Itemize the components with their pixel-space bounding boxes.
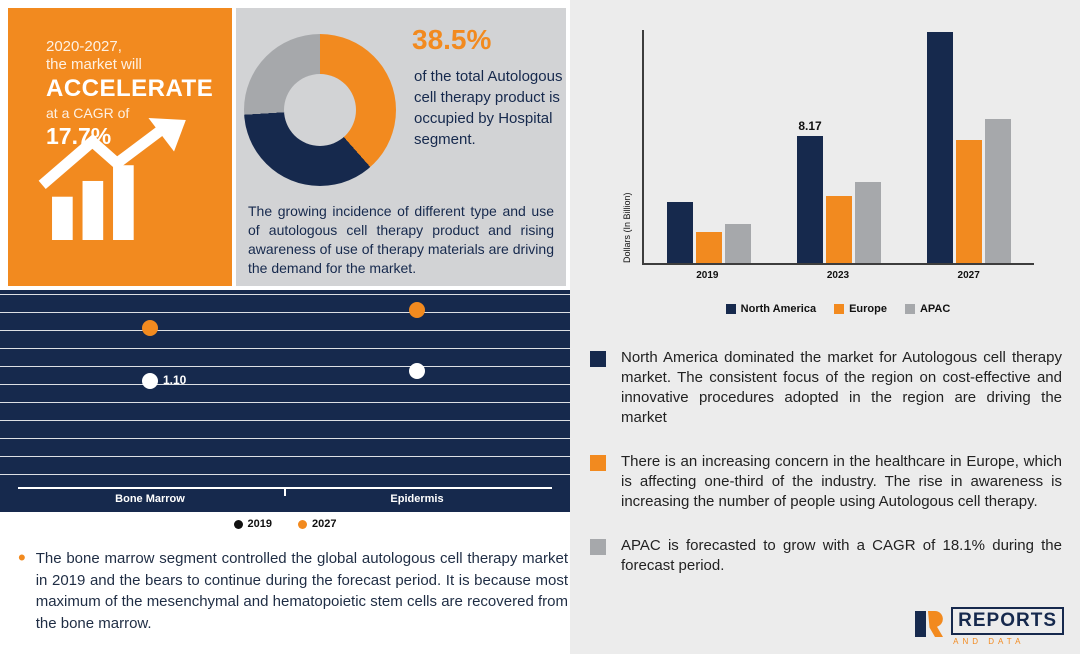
insight-apac: APAC is forecasted to grow with a CAGR o… <box>590 536 1062 576</box>
bar-apac-2019 <box>725 224 751 263</box>
category-epidermis: Epidermis <box>390 493 444 505</box>
insight-europe: There is an increasing concern in the he… <box>590 452 1062 512</box>
dot-2027-bone-marrow <box>142 319 158 336</box>
hospital-description: of the total Autologous cell therapy pro… <box>414 68 563 148</box>
reports-and-data-monogram-icon <box>913 609 944 644</box>
bar-legend-item-europe: Europe <box>834 303 887 315</box>
bar-group-2023: 8.17 <box>797 119 881 263</box>
reports-and-data-logo: REPORTS AND DATA <box>913 607 1064 646</box>
bar-apac-2023 <box>855 182 881 263</box>
logo-wordmark: REPORTS <box>951 607 1064 635</box>
insight-europe-text: There is an increasing concern in the he… <box>621 453 1062 510</box>
bar-group-2019 <box>667 202 751 263</box>
bone-marrow-note: • The bone marrow segment controlled the… <box>18 545 568 634</box>
bar-legend-label: North America <box>740 303 817 315</box>
source-dot-chart-block: 1.10 Bone Marrow Epidermis <box>0 290 570 512</box>
donut-chart <box>244 34 396 186</box>
bar-x-axis-labels: 2019 2023 2027 <box>642 265 1034 281</box>
bar-legend-item-north-america: North America <box>725 303 817 315</box>
promo-accelerate: ACCELERATE <box>46 75 214 102</box>
bar-xlabel-2019: 2019 <box>696 270 719 281</box>
bar-chart-y-axis-label: Dollars (In Billion) <box>622 192 632 263</box>
bar-north-america-2027 <box>927 31 953 263</box>
dot-legend-item-2019: 2019 <box>233 518 272 530</box>
bar-europe-2023 <box>826 196 852 263</box>
apac-marker <box>590 539 606 555</box>
dot-plot: 1.10 <box>0 290 570 512</box>
bar-groups: 8.17 <box>644 31 1034 263</box>
dot-chart-legend: 2019 2027 <box>0 518 570 530</box>
dot-chart-axis-tick <box>284 487 286 496</box>
dot-2019-epidermis <box>409 362 425 379</box>
regional-insights: North America dominated the market for A… <box>590 348 1062 576</box>
legend-dot-icon <box>298 519 307 529</box>
bar-xlabel-2023: 2023 <box>826 270 850 281</box>
bar-legend-item-apac: APAC <box>904 303 951 315</box>
category-bone-marrow: Bone Marrow <box>115 493 185 505</box>
dot-2027-epidermis <box>409 302 425 319</box>
europe-marker <box>590 455 606 471</box>
legend-square-icon <box>904 304 915 314</box>
bar-legend-label: APAC <box>919 303 951 315</box>
bar-north-america-2019 <box>667 202 693 263</box>
legend-square-icon <box>834 304 845 314</box>
insight-north-america: North America dominated the market for A… <box>590 348 1062 428</box>
promo-line: the market will <box>46 56 142 73</box>
regional-bar-chart: Dollars (In Billion) 8.17 2019 2023 2027 N… <box>622 30 1034 315</box>
bone-marrow-note-text: The bone marrow segment controlled the g… <box>35 550 568 632</box>
dot-2019-bone-marrow <box>142 373 158 390</box>
market-driver-paragraph: The growing incidence of different type … <box>248 203 554 276</box>
insight-apac-text: APAC is forecasted to grow with a CAGR o… <box>621 537 1062 574</box>
bar-legend-label: Europe <box>849 303 887 315</box>
legend-dot-icon <box>233 519 243 529</box>
bar-group-2027 <box>927 31 1011 263</box>
bar-plot: Dollars (In Billion) 8.17 <box>622 30 1034 265</box>
hospital-percent: 38.5% <box>412 24 492 55</box>
dot-value-label: 1.10 <box>163 373 187 388</box>
dot-legend-label: 2019 <box>247 518 272 530</box>
dot-chart-gridlines <box>0 294 570 489</box>
bar-value-label: 8.17 <box>798 119 822 134</box>
north-america-marker <box>590 351 606 367</box>
legend-square-icon <box>725 304 736 314</box>
bar-apac-2027 <box>985 118 1011 263</box>
insight-north-america-text: North America dominated the market for A… <box>621 349 1062 426</box>
growth-bars-arrow-icon <box>36 118 194 245</box>
promo-years: 2020-2027, <box>46 38 122 55</box>
dot-legend-item-2027: 2027 <box>298 518 336 530</box>
hospital-stat-block: 38.5% of the total Autologous cell thera… <box>236 8 566 286</box>
bar-europe-2019 <box>696 231 722 263</box>
bullet-dot-icon: • <box>18 545 26 570</box>
cagr-promo-block: 2020-2027, the market will ACCELERATE at… <box>8 8 232 286</box>
bar-europe-2027 <box>956 140 982 263</box>
bar-xlabel-2027: 2027 <box>957 270 980 281</box>
bar-chart-legend: North America Europe APAC <box>642 303 1034 315</box>
logo-tagline: AND DATA <box>953 637 1025 646</box>
donut-hole <box>283 73 357 147</box>
bar-north-america-2023: 8.17 <box>797 119 823 263</box>
dot-legend-label: 2027 <box>312 518 337 530</box>
promo-cagr-label: at a CAGR of <box>46 105 130 121</box>
right-panel: Dollars (In Billion) 8.17 2019 2023 2027 N… <box>570 0 1080 654</box>
